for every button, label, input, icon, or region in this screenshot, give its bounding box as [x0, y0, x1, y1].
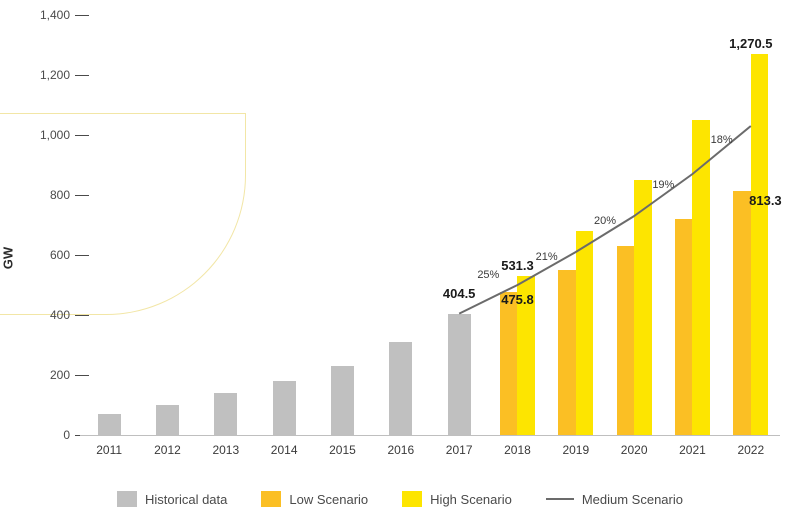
- legend-box-swatch: [261, 491, 281, 507]
- bars-layer: 2011201220132014201520162017201820192020…: [80, 15, 780, 435]
- value-label: 404.5: [443, 286, 476, 301]
- bar-historical: [448, 314, 471, 435]
- legend: Historical data Low Scenario High Scenario…: [0, 491, 800, 507]
- legend-label: Low Scenario: [289, 492, 368, 507]
- value-label: 813.3: [749, 193, 782, 208]
- percent-label: 21%: [536, 251, 558, 263]
- percent-label: 25%: [477, 269, 499, 281]
- x-tick-label: 2013: [212, 443, 239, 457]
- bar-low-scenario: [500, 292, 518, 435]
- x-tick-label: 2019: [562, 443, 589, 457]
- percent-label: 18%: [711, 134, 733, 146]
- legend-line-swatch: [546, 498, 574, 500]
- x-tick-label: 2020: [621, 443, 648, 457]
- legend-label: High Scenario: [430, 492, 512, 507]
- legend-label: Medium Scenario: [582, 492, 683, 507]
- plot-area: 02004006008001,0001,2001,400 20112012201…: [80, 15, 780, 435]
- bar-low-scenario: [558, 270, 576, 435]
- category-slot: 2016: [372, 15, 430, 435]
- bar-historical: [214, 393, 237, 435]
- x-tick-label: 2018: [504, 443, 531, 457]
- value-label: 531.3: [501, 258, 534, 273]
- bar-historical: [98, 414, 121, 435]
- y-tick-label: 400: [30, 308, 70, 322]
- x-axis-baseline: [80, 435, 780, 436]
- x-tick-label: 2015: [329, 443, 356, 457]
- legend-item: Historical data: [117, 491, 227, 507]
- value-label: 475.8: [501, 292, 534, 307]
- x-tick-label: 2012: [154, 443, 181, 457]
- category-slot: 2022: [722, 15, 780, 435]
- y-tick-label: 800: [30, 188, 70, 202]
- y-tick-label: 0: [30, 428, 70, 442]
- bar-high-scenario: [634, 180, 652, 435]
- category-slot: 2012: [138, 15, 196, 435]
- bar-historical: [156, 405, 179, 435]
- x-tick-label: 2021: [679, 443, 706, 457]
- category-slot: 2021: [663, 15, 721, 435]
- x-tick-label: 2016: [387, 443, 414, 457]
- y-tick-label: 1,400: [30, 8, 70, 22]
- x-tick-label: 2011: [96, 443, 122, 457]
- legend-item: Medium Scenario: [546, 491, 683, 507]
- category-slot: 2015: [313, 15, 371, 435]
- legend-item: Low Scenario: [261, 491, 368, 507]
- y-axis-title: GW: [1, 246, 16, 268]
- y-tick-label: 1,200: [30, 68, 70, 82]
- value-label: 1,270.5: [729, 36, 772, 51]
- percent-label: 19%: [652, 179, 674, 191]
- y-tick-label: 1,000: [30, 128, 70, 142]
- x-tick-label: 2017: [446, 443, 473, 457]
- capacity-forecast-chart: GW 02004006008001,0001,2001,400 20112012…: [0, 0, 800, 515]
- category-slot: 2014: [255, 15, 313, 435]
- category-slot: 2017: [430, 15, 488, 435]
- bar-high-scenario: [576, 231, 594, 435]
- x-tick-label: 2022: [737, 443, 764, 457]
- bar-historical: [331, 366, 354, 435]
- legend-label: Historical data: [145, 492, 227, 507]
- legend-item: High Scenario: [402, 491, 512, 507]
- legend-box-swatch: [402, 491, 422, 507]
- bar-low-scenario: [733, 191, 751, 435]
- bar-low-scenario: [617, 246, 635, 435]
- category-slot: 2011: [80, 15, 138, 435]
- x-tick-label: 2014: [271, 443, 298, 457]
- y-tick-label: 600: [30, 248, 70, 262]
- legend-box-swatch: [117, 491, 137, 507]
- bar-historical: [273, 381, 296, 435]
- bar-low-scenario: [675, 219, 693, 435]
- bar-high-scenario: [751, 54, 769, 435]
- percent-label: 20%: [594, 215, 616, 227]
- category-slot: 2018: [488, 15, 546, 435]
- category-slot: 2013: [197, 15, 255, 435]
- bar-historical: [389, 342, 412, 435]
- bar-high-scenario: [692, 120, 710, 435]
- y-tick-label: 200: [30, 368, 70, 382]
